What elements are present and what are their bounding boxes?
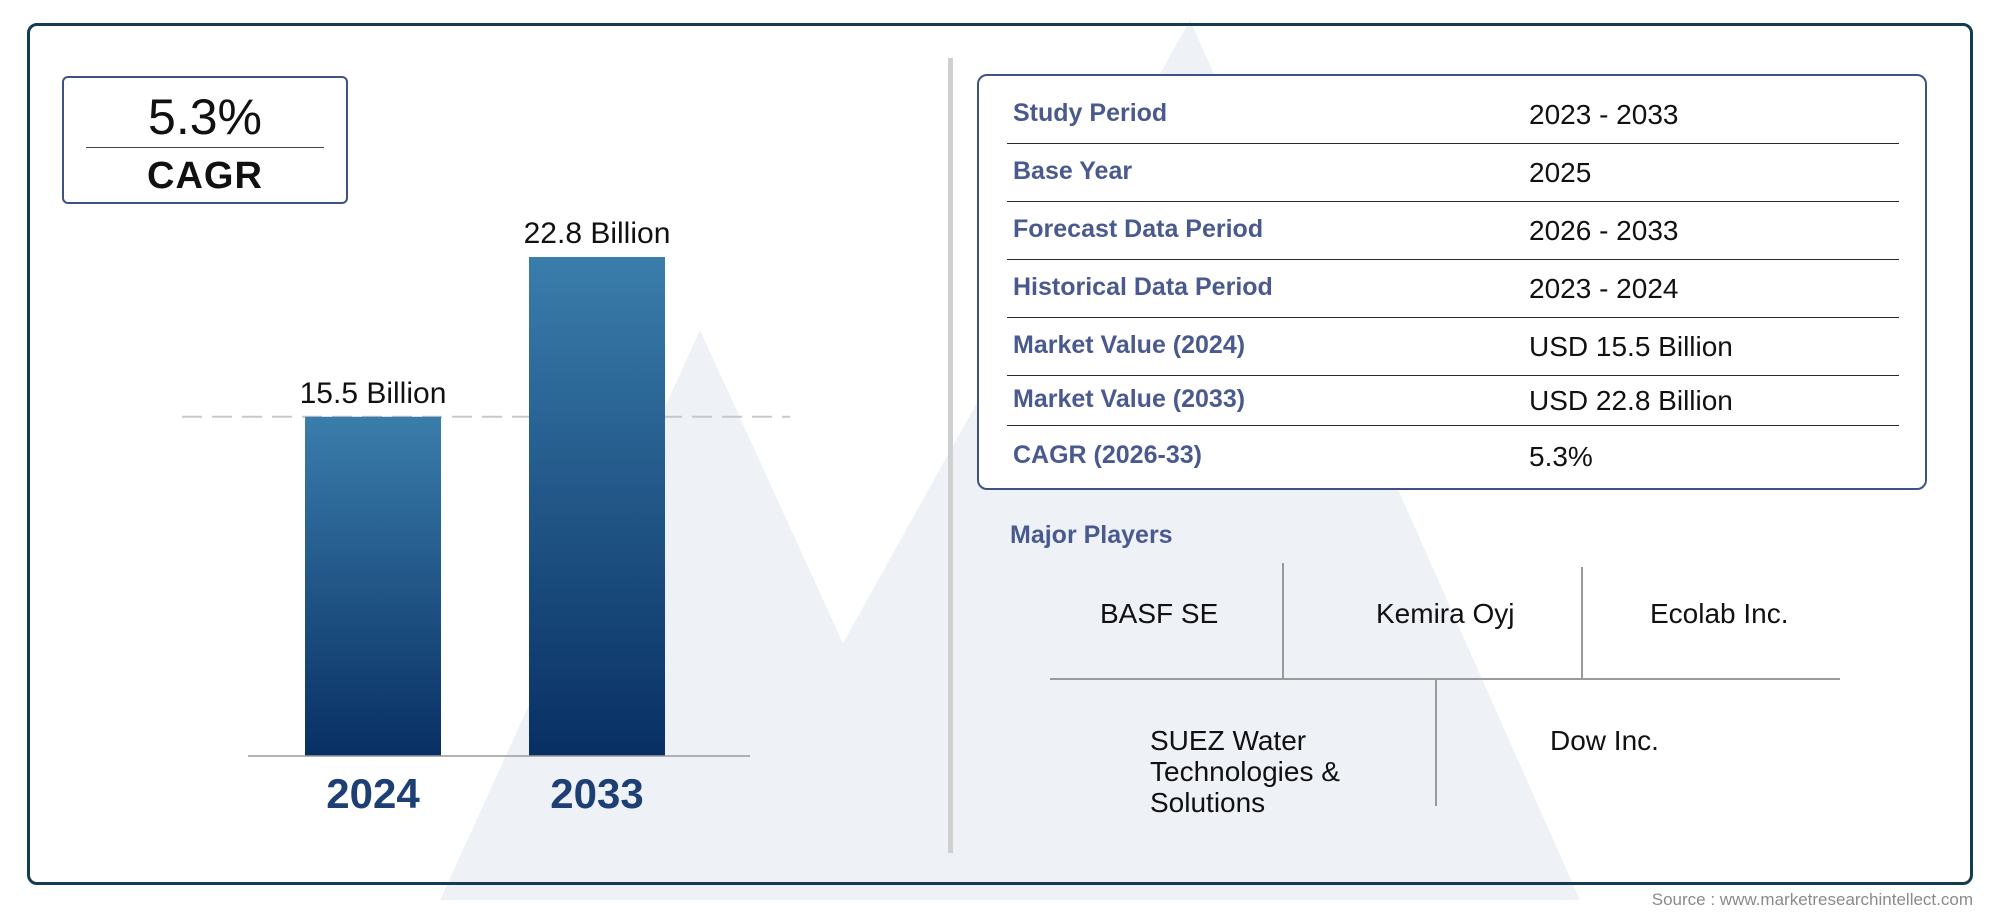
category-label: 2024	[326, 770, 420, 817]
table-row: Base Year 2025	[1007, 144, 1899, 202]
cagr-label: CAGR	[147, 155, 263, 197]
player-name: SUEZ Water Technologies & Solutions	[1150, 725, 1340, 818]
category-label: 2033	[550, 770, 643, 817]
row-key: Forecast Data Period	[1013, 215, 1264, 243]
row-value: 2026 - 2033	[1529, 215, 1679, 246]
section-divider	[948, 58, 953, 853]
cagr-badge: 5.3% CAGR	[62, 76, 348, 204]
row-key: CAGR (2026-33)	[1013, 441, 1202, 469]
bar-2024	[305, 416, 441, 756]
row-value: 2023 - 2024	[1529, 273, 1679, 304]
row-key: Market Value (2033)	[1013, 385, 1246, 413]
players-divider	[1435, 678, 1437, 806]
infographic-frame	[27, 23, 1973, 885]
player-name: BASF SE	[1100, 598, 1219, 629]
player-name: Kemira Oyj	[1376, 598, 1515, 629]
bar-data-label: 22.8 Billion	[524, 217, 671, 250]
row-key: Market Value (2024)	[1013, 331, 1246, 359]
table-row: Market Value (2024) USD 15.5 Billion	[1007, 318, 1899, 376]
table-row: Study Period 2023 - 2033	[1007, 86, 1899, 144]
player-name: Ecolab Inc.	[1650, 598, 1789, 629]
row-key: Study Period	[1013, 99, 1168, 127]
report-info-table: Study Period 2023 - 2033 Base Year 2025 …	[977, 74, 1927, 490]
cagr-value: 5.3%	[148, 89, 262, 145]
market-bar-chart: 15.5 Billion 2024 22.8 Billion 2033	[182, 217, 790, 817]
row-value: 2023 - 2033	[1529, 99, 1679, 130]
major-players-title: Major Players	[1010, 521, 1173, 549]
row-value: 2025	[1529, 157, 1592, 188]
table-row: CAGR (2026-33) 5.3%	[1007, 426, 1899, 484]
row-key: Base Year	[1013, 157, 1133, 185]
source-note: Source : www.marketresearchintellect.com	[1651, 890, 1973, 909]
table-row: Forecast Data Period 2026 - 2033	[1007, 202, 1899, 260]
players-divider	[1581, 567, 1583, 678]
player-name: Dow Inc.	[1550, 725, 1659, 756]
bar-data-label: 15.5 Billion	[300, 377, 447, 410]
cagr-divider	[86, 147, 324, 148]
row-value: USD 22.8 Billion	[1529, 385, 1733, 416]
table-row: Historical Data Period 2023 - 2024	[1007, 260, 1899, 318]
table-row: Market Value (2033) USD 22.8 Billion	[1007, 376, 1899, 426]
players-divider	[1050, 678, 1840, 680]
players-divider	[1282, 563, 1284, 678]
row-key: Historical Data Period	[1013, 273, 1273, 301]
row-value: USD 15.5 Billion	[1529, 331, 1733, 362]
bar-2033	[529, 257, 665, 756]
row-value: 5.3%	[1529, 441, 1593, 472]
